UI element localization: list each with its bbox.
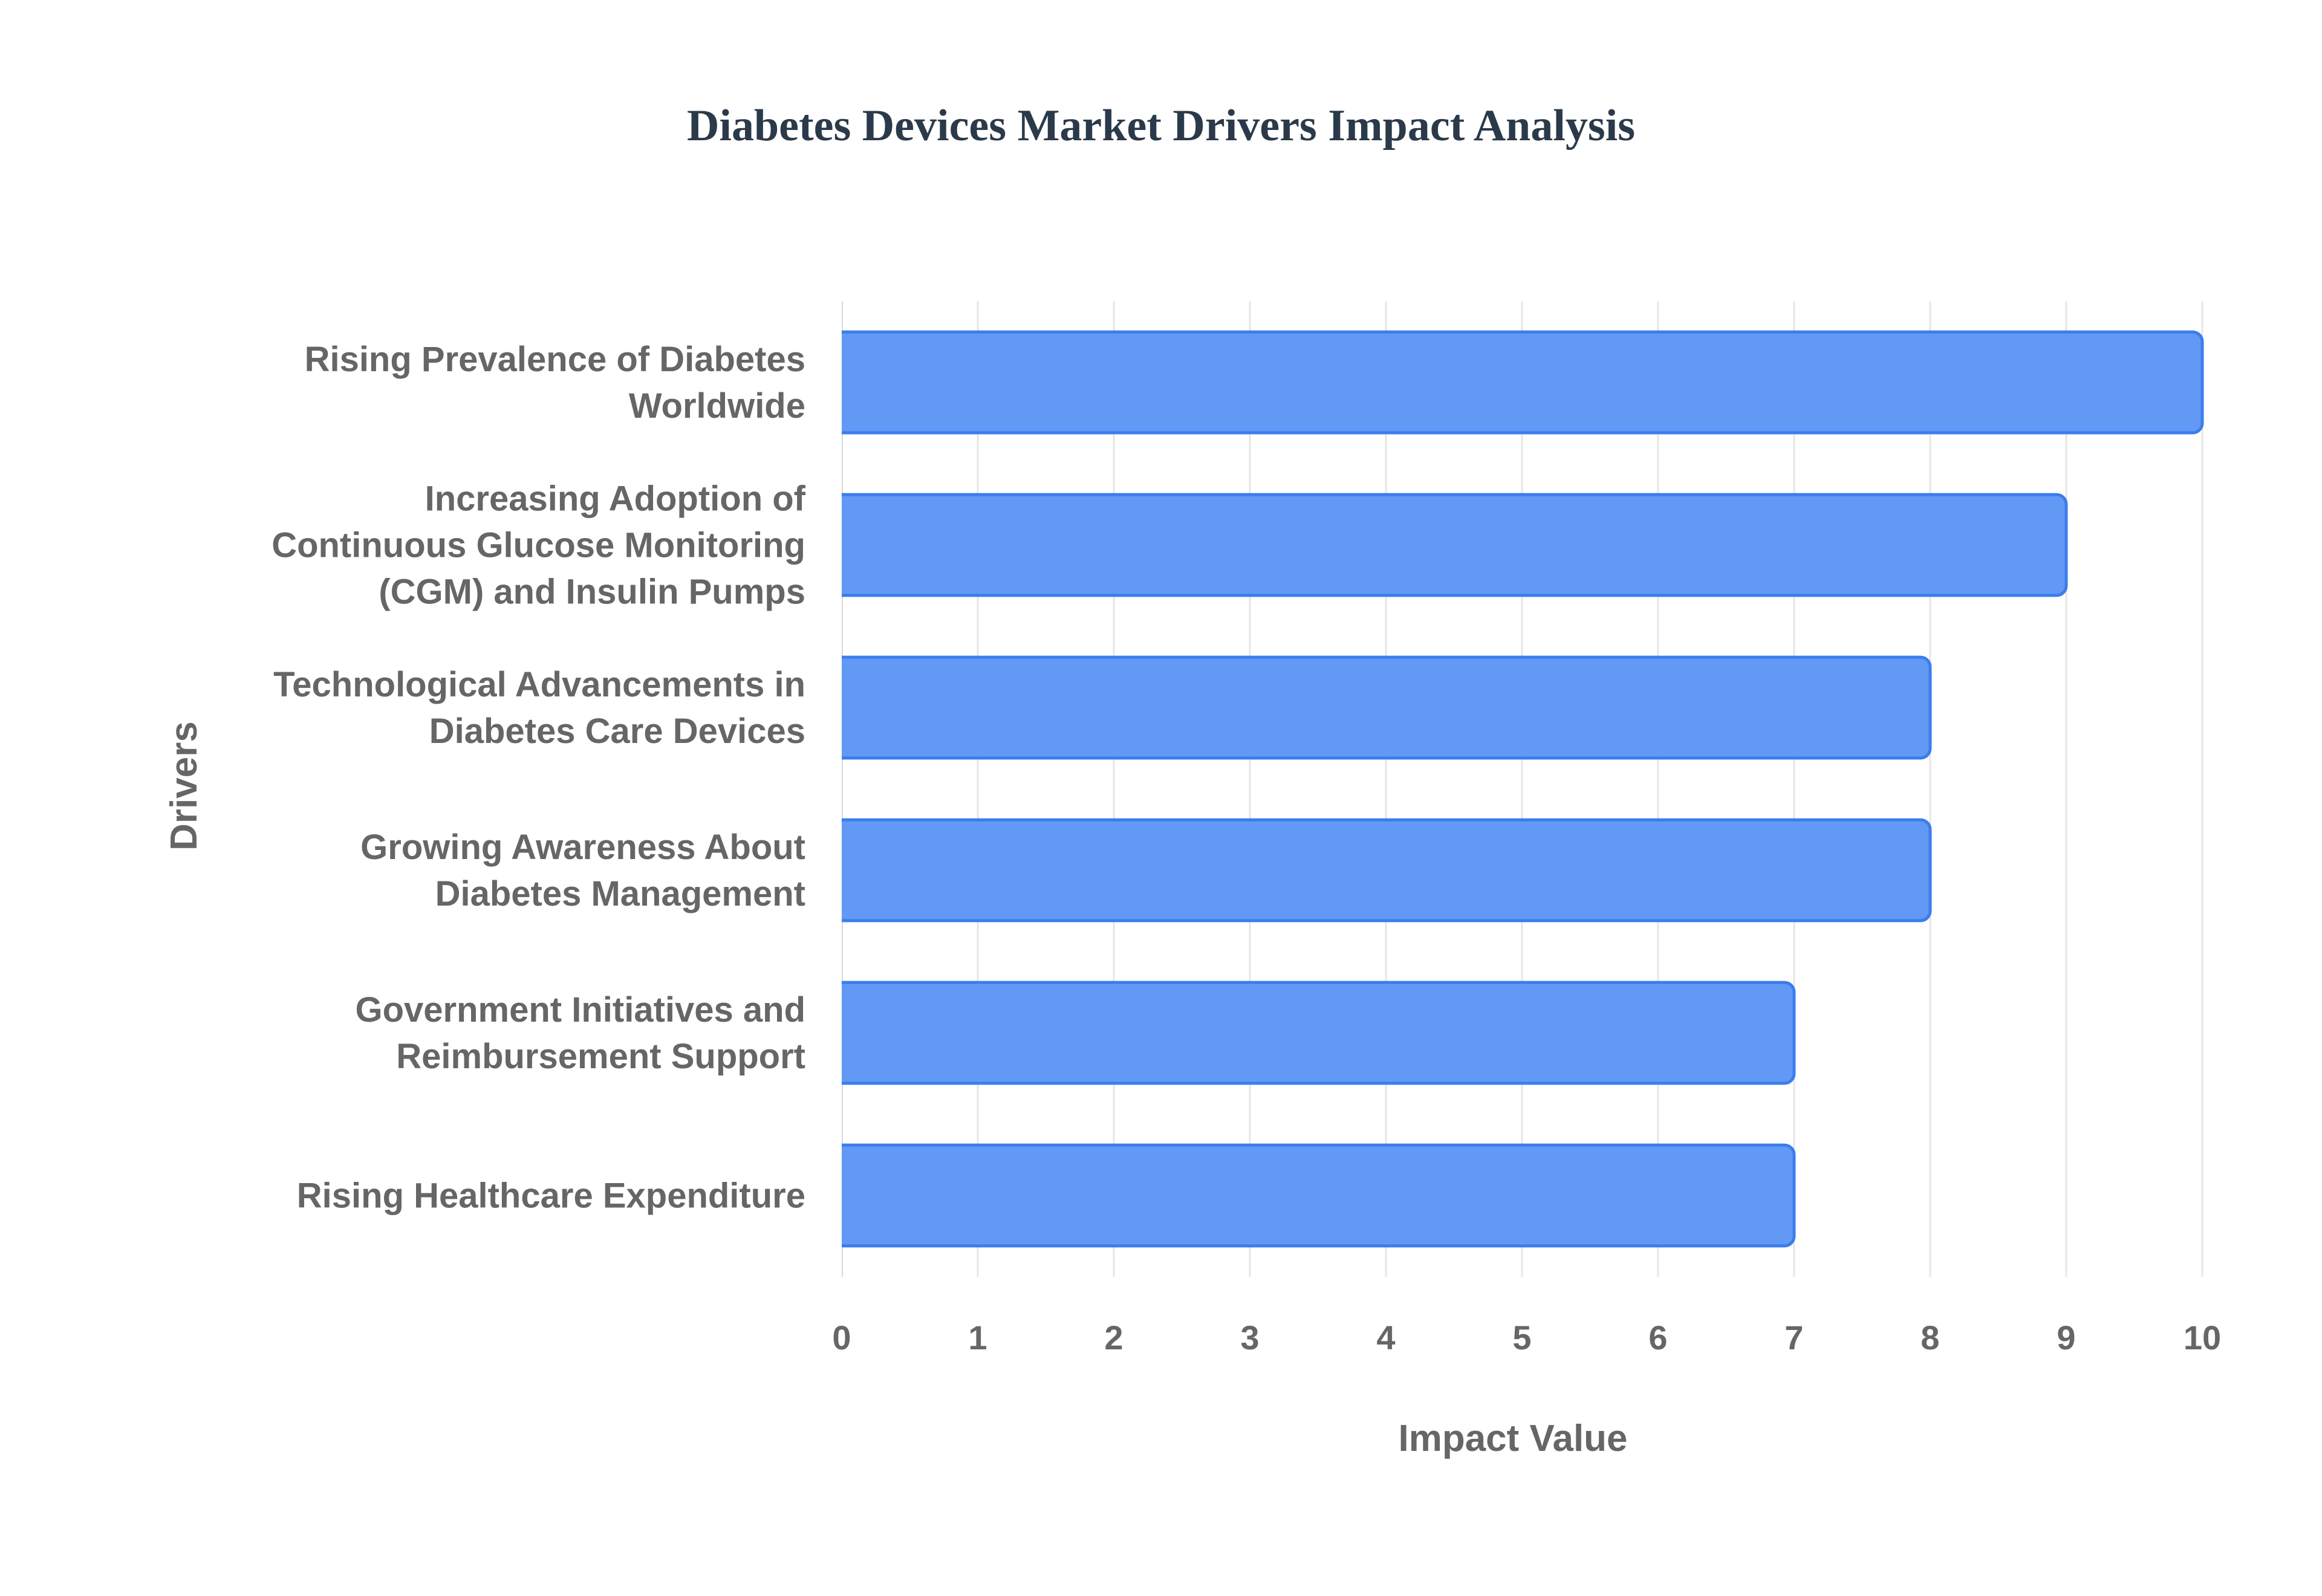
category-label: Increasing Adoption of Continuous Glucose… <box>272 479 805 612</box>
category-label: Technological Advancements in Diabetes Ca… <box>273 665 805 751</box>
category-label-line: (CGM) and Insulin Pumps <box>379 573 805 612</box>
axis-mask <box>818 301 842 1277</box>
category-label: Rising Prevalence of Diabetes Worldwide <box>305 340 805 426</box>
bar <box>828 655 1932 760</box>
category-label-line: Worldwide <box>629 386 805 426</box>
bar <box>828 493 2068 597</box>
category-labels: Rising Prevalence of Diabetes Worldwide In… <box>272 340 805 1216</box>
bar <box>828 1143 1796 1248</box>
grid-lines <box>841 301 2203 1277</box>
x-axis-title: Impact Value <box>1398 1418 1627 1459</box>
category-label-line: Growing Awareness About <box>360 828 805 867</box>
x-tick-label: 4 <box>1376 1319 1395 1357</box>
x-tick-label: 0 <box>832 1319 851 1357</box>
category-label-line: Government Initiatives and <box>355 990 805 1030</box>
bars <box>818 301 2204 1277</box>
x-tick-label: 7 <box>1784 1319 1803 1357</box>
category-label: Rising Healthcare Expenditure <box>297 1176 805 1216</box>
category-label-line: Continuous Glucose Monitoring <box>272 526 805 565</box>
x-tick-label: 8 <box>1920 1319 1939 1357</box>
x-tick-label: 6 <box>1648 1319 1667 1357</box>
category-label-line: Reimbursement Support <box>396 1037 805 1076</box>
x-tick-label: 10 <box>2184 1319 2221 1357</box>
category-label-line: Technological Advancements in <box>273 665 805 704</box>
x-tick-labels: 0 1 2 3 4 5 6 7 8 9 10 <box>832 1319 2221 1357</box>
x-tick-label: 5 <box>1512 1319 1531 1357</box>
category-label: Government Initiatives and Reimbursement … <box>355 990 805 1076</box>
bar <box>828 330 2204 435</box>
x-tick-label: 1 <box>968 1319 987 1357</box>
bar <box>828 818 1932 923</box>
category-label-line: Rising Healthcare Expenditure <box>297 1176 805 1216</box>
x-tick-label: 3 <box>1240 1319 1259 1357</box>
category-label-line: Increasing Adoption of <box>425 479 806 519</box>
category-label-line: Diabetes Management <box>435 874 805 913</box>
y-axis-title: Drivers <box>163 721 205 851</box>
x-tick-label: 9 <box>2057 1319 2075 1357</box>
category-label-line: Rising Prevalence of Diabetes <box>305 340 805 379</box>
bar <box>828 981 1796 1085</box>
chart-title: Diabetes Devices Market Drivers Impact A… <box>687 101 1635 151</box>
category-label-line: Diabetes Care Devices <box>429 712 805 751</box>
category-label: Growing Awareness About Diabetes Manageme… <box>360 828 805 913</box>
x-tick-label: 2 <box>1104 1319 1123 1357</box>
